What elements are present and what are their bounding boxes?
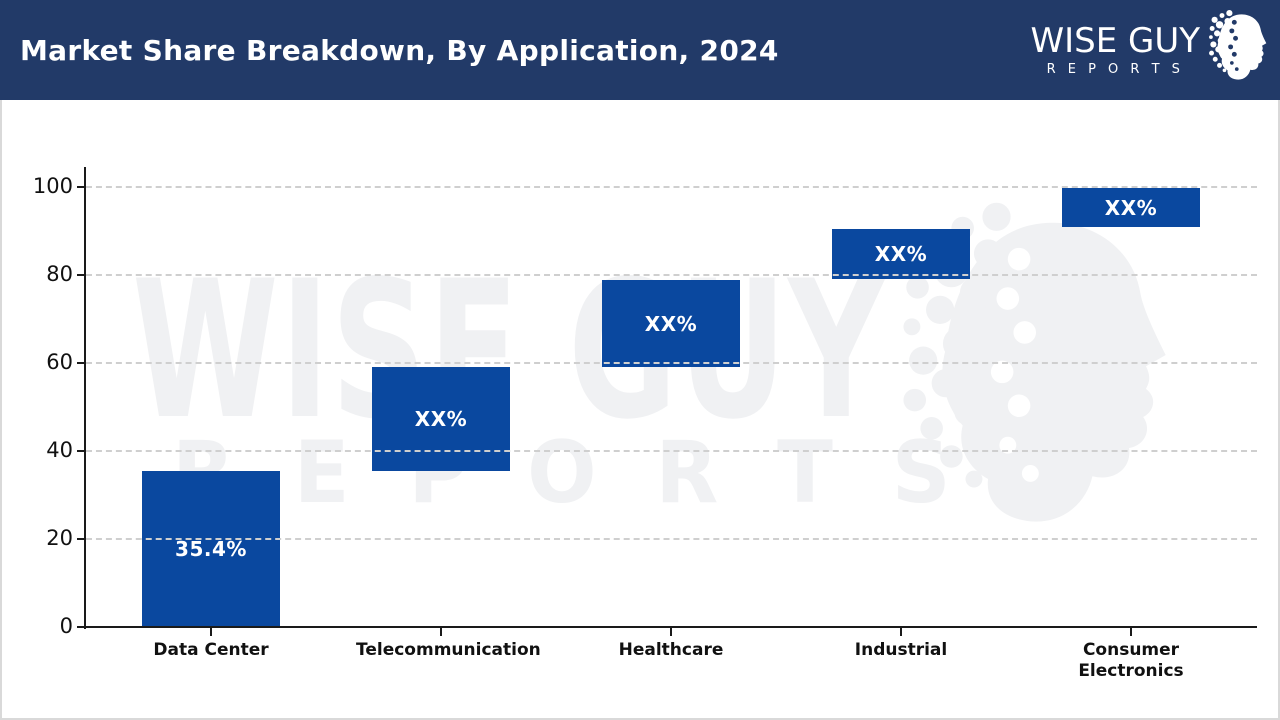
logo-text: WISE GUY R E P O R T S xyxy=(1030,24,1200,76)
bar-value-label: XX% xyxy=(414,407,468,432)
logo-subtitle: R E P O R T S xyxy=(1046,62,1184,77)
x-label-consumer-electronics: Consumer Electronics xyxy=(1078,640,1184,682)
chart-title: Market Share Breakdown, By Application, … xyxy=(20,33,779,67)
x-label-healthcare: Healthcare xyxy=(618,640,724,660)
y-tick-mark-100 xyxy=(77,186,85,188)
logo-wordmark: WISE GUY xyxy=(1030,21,1200,61)
wise-guy-logo: WISE GUY R E P O R T S xyxy=(1030,6,1270,94)
y-tick-label-40: 40 xyxy=(46,438,73,462)
y-tick-mark-40 xyxy=(77,450,85,452)
gridline-60 xyxy=(86,362,1257,364)
y-tick-mark-0 xyxy=(77,626,85,628)
header-band: Market Share Breakdown, By Application, … xyxy=(0,0,1280,100)
gridline-100 xyxy=(86,186,1257,188)
x-tick-mark-telecommunication xyxy=(440,628,442,636)
gridline-20 xyxy=(86,538,1257,540)
bar-telecommunication: XX% xyxy=(372,367,510,472)
y-tick-mark-20 xyxy=(77,538,85,540)
bar-healthcare: XX% xyxy=(602,280,740,368)
bar-value-label: XX% xyxy=(874,242,928,267)
bar-industrial: XX% xyxy=(832,228,970,280)
bar-value-label: 35.4% xyxy=(175,537,247,562)
gridline-80 xyxy=(86,274,1257,276)
x-tick-mark-healthcare xyxy=(670,628,672,636)
bar-value-label: XX% xyxy=(644,311,698,336)
x-tick-mark-industrial xyxy=(900,628,902,636)
dotted-head-icon xyxy=(1209,10,1267,80)
watermark-subtitle: R E P O R T S xyxy=(172,423,966,523)
x-label-telecommunication: Telecommunication xyxy=(356,640,541,660)
y-tick-mark-60 xyxy=(77,362,85,364)
x-tick-mark-data-center xyxy=(210,628,212,636)
x-label-data-center: Data Center xyxy=(153,640,269,660)
y-tick-label-0: 0 xyxy=(59,614,73,638)
gridline-40 xyxy=(86,450,1257,452)
bar-value-label: XX% xyxy=(1104,195,1158,220)
bar-consumer-electronics: XX% xyxy=(1062,187,1200,228)
x-label-industrial: Industrial xyxy=(854,640,948,660)
y-axis-line xyxy=(84,167,86,629)
y-tick-label-20: 20 xyxy=(46,526,73,550)
y-tick-mark-80 xyxy=(77,274,85,276)
y-tick-label-80: 80 xyxy=(46,262,73,286)
x-axis-line xyxy=(84,626,1257,628)
x-tick-mark-consumer-electronics xyxy=(1130,628,1132,636)
bar-data-center: 35.4% xyxy=(142,471,280,627)
y-tick-label-60: 60 xyxy=(46,350,73,374)
y-tick-label-100: 100 xyxy=(32,174,73,198)
